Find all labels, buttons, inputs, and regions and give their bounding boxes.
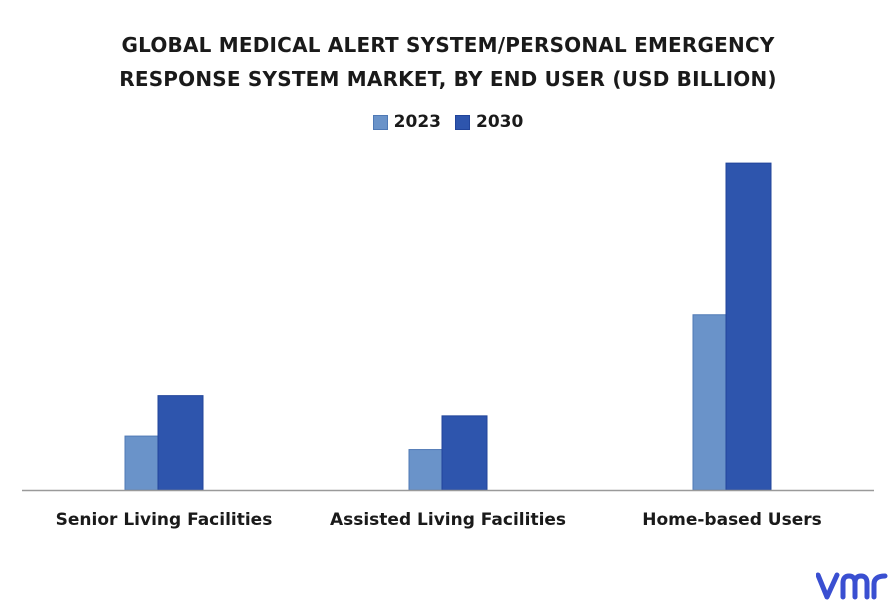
- legend-label-2030: 2030: [476, 112, 524, 132]
- legend-swatch-2023: [372, 114, 388, 130]
- bar-2030-1: [157, 395, 204, 491]
- bar-2030-3: [725, 162, 772, 491]
- bar-2023-2: [408, 449, 443, 491]
- vmr-logo: [816, 572, 888, 600]
- category-label-2: Assisted Living Facilities: [330, 510, 566, 530]
- legend-item-2023: 2023: [372, 112, 441, 132]
- category-label-3: Home-based Users: [642, 510, 822, 530]
- chart-title-line-1: GLOBAL MEDICAL ALERT SYSTEM/PERSONAL EME…: [121, 33, 775, 57]
- legend-item-2030: 2030: [455, 112, 523, 132]
- chart-title: GLOBAL MEDICAL ALERT SYSTEM/PERSONAL EME…: [0, 28, 896, 96]
- category-label-1: Senior Living Facilities: [56, 510, 273, 530]
- bar-2023-1: [124, 435, 159, 491]
- bar-2023-3: [692, 314, 727, 491]
- bar-2030-2: [441, 415, 488, 491]
- legend: 2023 2030: [0, 112, 896, 132]
- legend-label-2023: 2023: [393, 112, 441, 132]
- legend-swatch-2030: [455, 114, 470, 130]
- chart-title-line-2: RESPONSE SYSTEM MARKET, BY END USER (USD…: [119, 67, 777, 91]
